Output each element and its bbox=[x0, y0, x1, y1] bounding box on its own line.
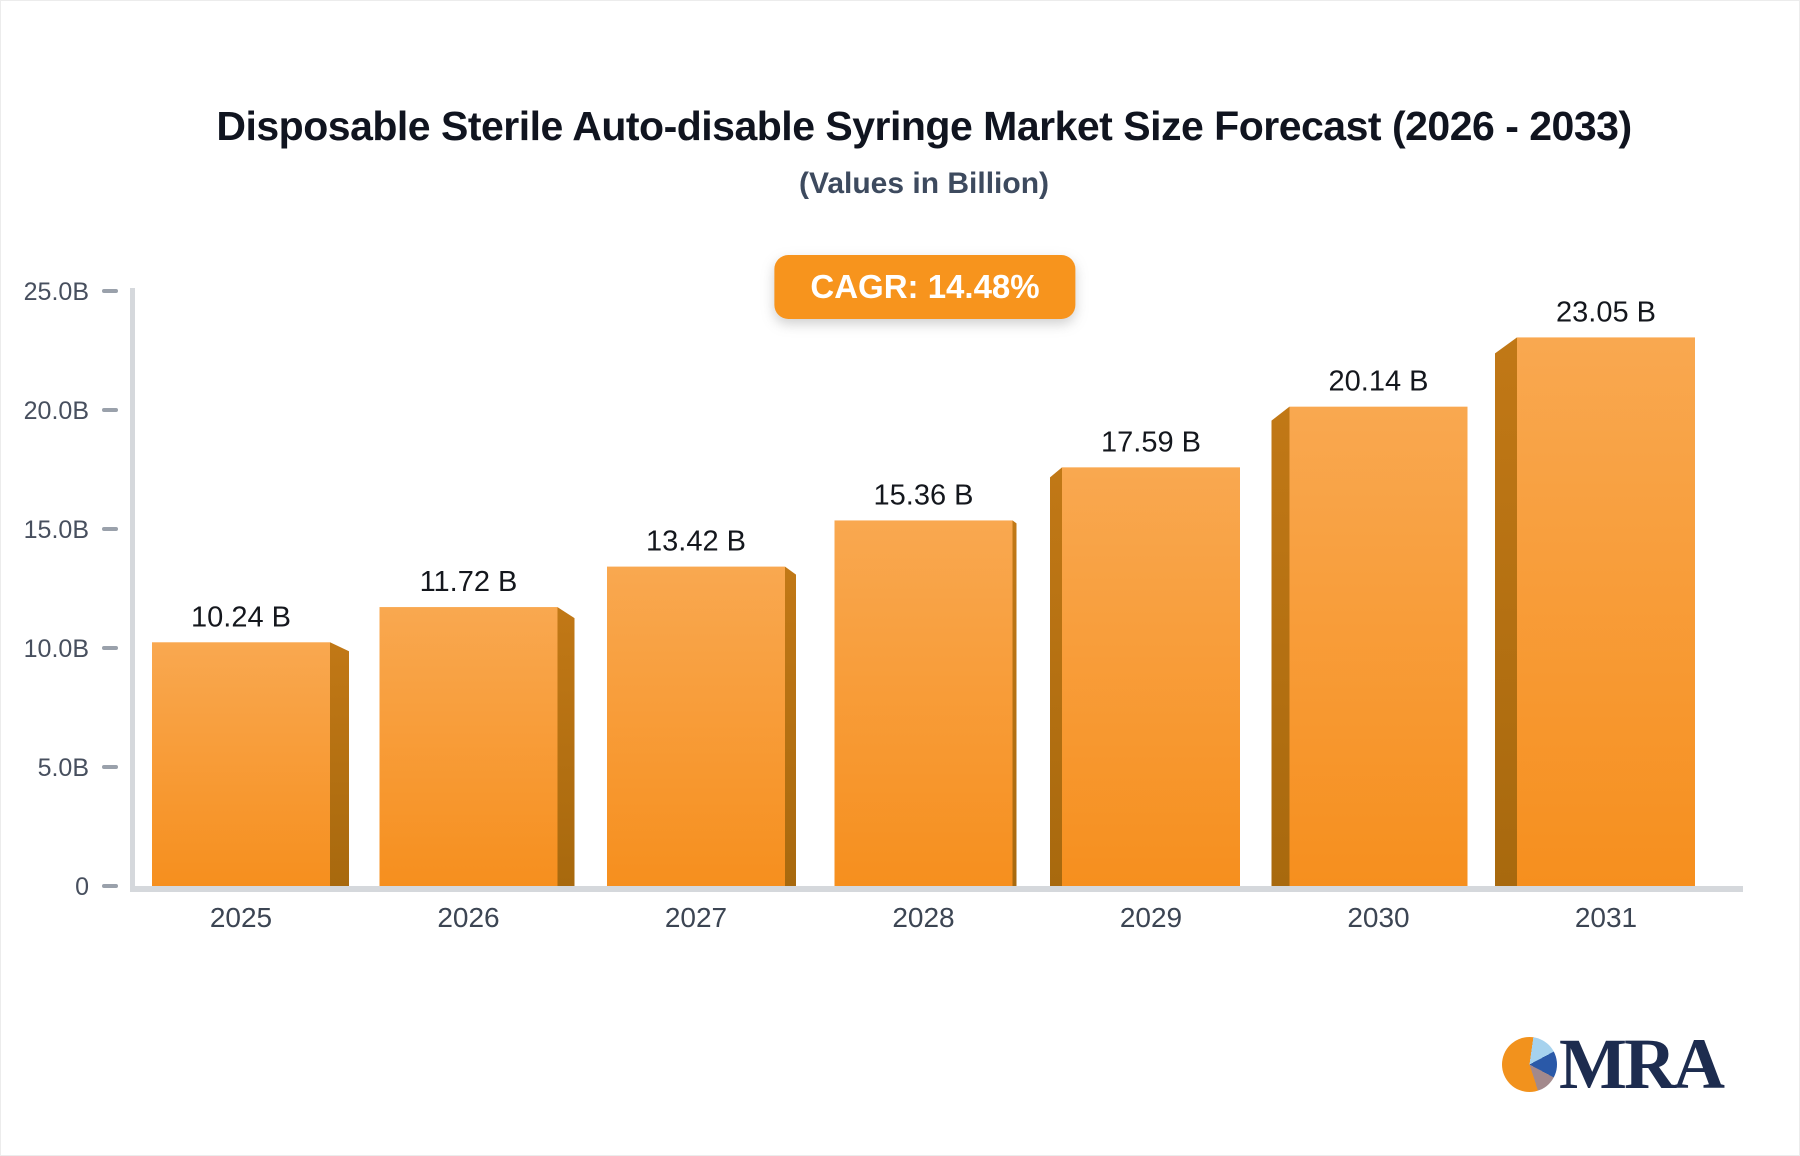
bar-value-label: 11.72 B bbox=[420, 566, 518, 598]
bar-value-label: 17.59 B bbox=[1101, 426, 1201, 458]
bar-side bbox=[557, 607, 575, 886]
bar-face bbox=[379, 607, 558, 886]
bar-2030: 20.14 B 2030 bbox=[1271, 366, 1468, 933]
y-axis-label: 20.0B bbox=[24, 397, 89, 425]
bar-value-label: 15.36 B bbox=[874, 479, 974, 511]
bar-2029: 17.59 B 2029 bbox=[1050, 426, 1240, 933]
bar-face bbox=[152, 642, 330, 886]
x-axis-label: 2028 bbox=[892, 902, 954, 933]
bar-value-label: 10.24 B bbox=[191, 601, 291, 633]
chart-subtitle: (Values in Billion) bbox=[798, 167, 1050, 200]
bar-value-label: 23.05 B bbox=[1556, 296, 1656, 328]
x-axis-line bbox=[130, 886, 1743, 892]
y-tick bbox=[102, 289, 118, 293]
cagr-badge: CAGR: 14.48% bbox=[774, 255, 1076, 319]
bar-side bbox=[1271, 406, 1290, 886]
bar-side bbox=[330, 642, 349, 886]
y-axis-line bbox=[130, 288, 135, 892]
x-axis-label: 2030 bbox=[1347, 902, 1409, 933]
bar-face bbox=[607, 566, 785, 886]
x-axis-label: 2027 bbox=[665, 902, 727, 933]
bar-side bbox=[785, 566, 796, 886]
logo-text: MRA bbox=[1559, 1024, 1725, 1104]
mra-logo: MRA bbox=[1502, 1024, 1725, 1104]
y-tick bbox=[102, 765, 118, 769]
y-tick bbox=[102, 408, 118, 412]
y-axis-label: 15.0B bbox=[24, 516, 89, 544]
bar-2027: 13.42 B 2027 bbox=[607, 526, 796, 933]
bar-2028: 15.36 B 2028 bbox=[834, 479, 1017, 933]
chart-title: Disposable Sterile Auto-disable Syringe … bbox=[216, 103, 1632, 149]
pie-chart-icon bbox=[1502, 1037, 1557, 1092]
bar-2031: 23.05 B 2031 bbox=[1495, 296, 1695, 933]
bar-side bbox=[1012, 520, 1017, 886]
y-axis-label: 25.0B bbox=[24, 278, 89, 306]
y-tick bbox=[102, 646, 118, 650]
y-axis-label: 10.0B bbox=[24, 635, 89, 663]
bar-value-label: 13.42 B bbox=[646, 526, 746, 558]
bar-2025: 10.24 B 2025 bbox=[152, 601, 349, 933]
bar-face bbox=[1517, 337, 1695, 886]
x-axis-label: 2029 bbox=[1120, 902, 1182, 933]
x-axis-label: 2031 bbox=[1575, 902, 1637, 933]
bar-side bbox=[1495, 337, 1517, 886]
bar-face bbox=[834, 520, 1013, 886]
y-tick bbox=[102, 527, 118, 531]
y-axis-label: 0 bbox=[75, 873, 89, 901]
x-axis-label: 2026 bbox=[437, 902, 499, 933]
bar-face bbox=[1289, 406, 1468, 886]
y-axis-label: 5.0B bbox=[38, 754, 89, 782]
bar-side bbox=[1050, 467, 1062, 886]
bar-face bbox=[1062, 467, 1240, 886]
x-axis-label: 2025 bbox=[210, 902, 272, 933]
bar-value-label: 20.14 B bbox=[1329, 366, 1429, 398]
y-tick bbox=[102, 884, 118, 888]
bar-2026: 11.72 B 2026 bbox=[379, 566, 575, 933]
